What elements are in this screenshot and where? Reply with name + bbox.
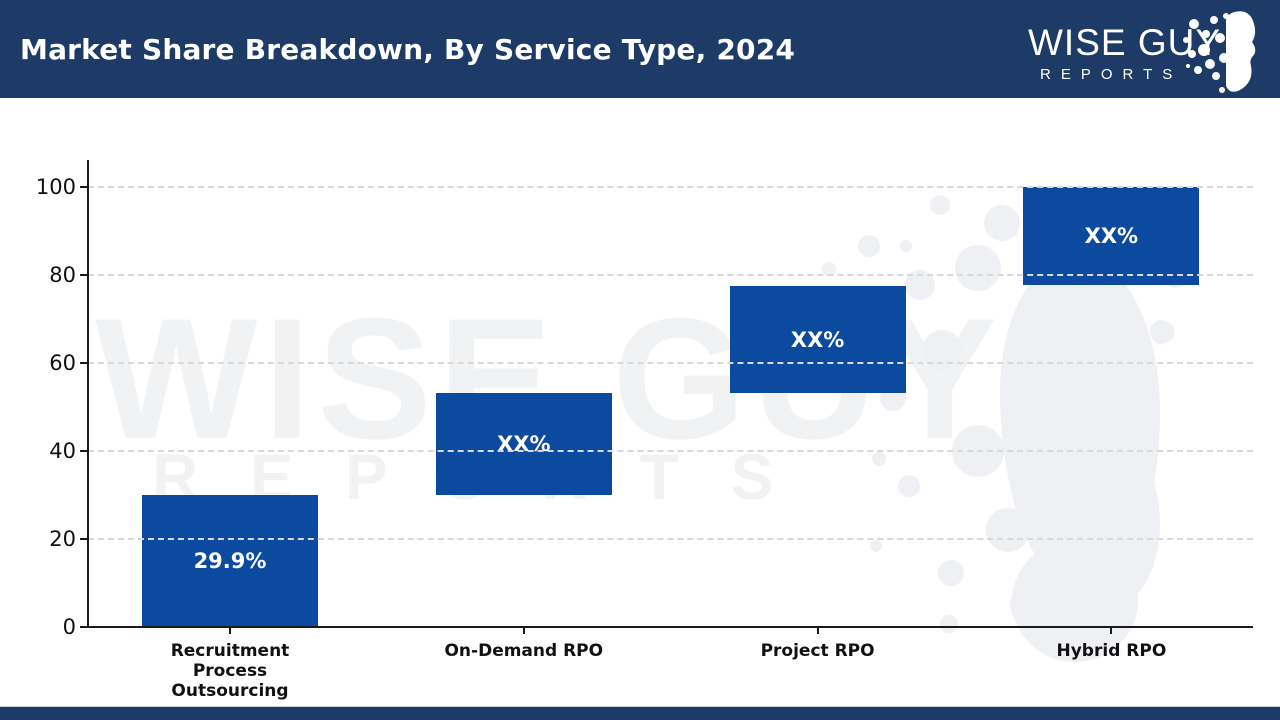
grid-line	[88, 362, 1253, 364]
x-tick-mark	[1110, 628, 1113, 634]
watermark-dot	[1010, 585, 1050, 625]
grid-line	[88, 538, 1253, 540]
x-axis-label: Project RPO	[760, 641, 875, 661]
y-tick-mark	[80, 450, 88, 452]
y-tick-mark	[80, 186, 88, 188]
watermark-dot	[1150, 320, 1174, 344]
bar-segment: XX%	[729, 286, 906, 393]
y-tick-mark	[80, 362, 88, 364]
y-tick-mark	[80, 274, 88, 276]
chart-title: Market Share Breakdown, By Service Type,…	[20, 33, 796, 66]
watermark-dot	[930, 195, 950, 215]
watermark-dot	[984, 205, 1020, 241]
bar-segment: XX%	[435, 392, 612, 495]
watermark-dot	[872, 452, 886, 466]
grid-line	[88, 186, 1253, 188]
y-tick-label: 100	[35, 175, 76, 199]
y-tick-mark	[80, 626, 88, 628]
x-tick-mark	[816, 628, 819, 634]
y-tick-label: 60	[49, 351, 76, 375]
y-tick-label: 0	[62, 615, 76, 639]
bar-value-label: XX%	[1084, 224, 1139, 249]
y-tick-label: 20	[49, 527, 76, 551]
y-axis	[87, 160, 89, 628]
grid-line	[88, 274, 1253, 276]
x-axis-label: On-Demand RPO	[444, 641, 604, 661]
footer-bar	[0, 706, 1280, 720]
logo-head-icon	[1183, 11, 1256, 93]
grid-line	[88, 450, 1253, 452]
x-tick-mark	[229, 628, 231, 634]
x-axis	[87, 626, 1253, 628]
watermark-dot	[940, 615, 958, 633]
bar-value-label: XX%	[790, 327, 845, 352]
bar-value-label: 29.9%	[193, 549, 267, 574]
watermark-dot	[955, 245, 1001, 291]
watermark-dot	[858, 235, 880, 257]
watermark-dot	[898, 475, 920, 497]
x-axis-label: Recruitment Process Outsourcing	[170, 641, 290, 701]
logo-wordmark: WISE GUY	[1028, 22, 1222, 63]
x-axis-label: Hybrid RPO	[1056, 641, 1167, 661]
header: Market Share Breakdown, By Service Type,…	[0, 0, 1280, 98]
watermark-dot	[986, 508, 1030, 552]
watermark-dot	[900, 240, 912, 252]
x-tick-mark	[522, 628, 525, 634]
y-tick-label: 80	[49, 263, 76, 287]
wise-guy-logo: WISE GUY REPORTS	[1004, 4, 1264, 96]
y-tick-mark	[80, 538, 88, 540]
logo-subtext: REPORTS	[1040, 66, 1183, 83]
bar-segment: XX%	[1023, 187, 1200, 286]
watermark-dot	[822, 262, 836, 276]
watermark-dot	[870, 540, 882, 552]
watermark-dot	[1068, 575, 1128, 635]
bar-segment: 29.9%	[142, 495, 318, 627]
watermark-dot	[938, 560, 964, 586]
bar-value-label: XX%	[497, 431, 551, 456]
y-tick-label: 40	[49, 439, 76, 463]
